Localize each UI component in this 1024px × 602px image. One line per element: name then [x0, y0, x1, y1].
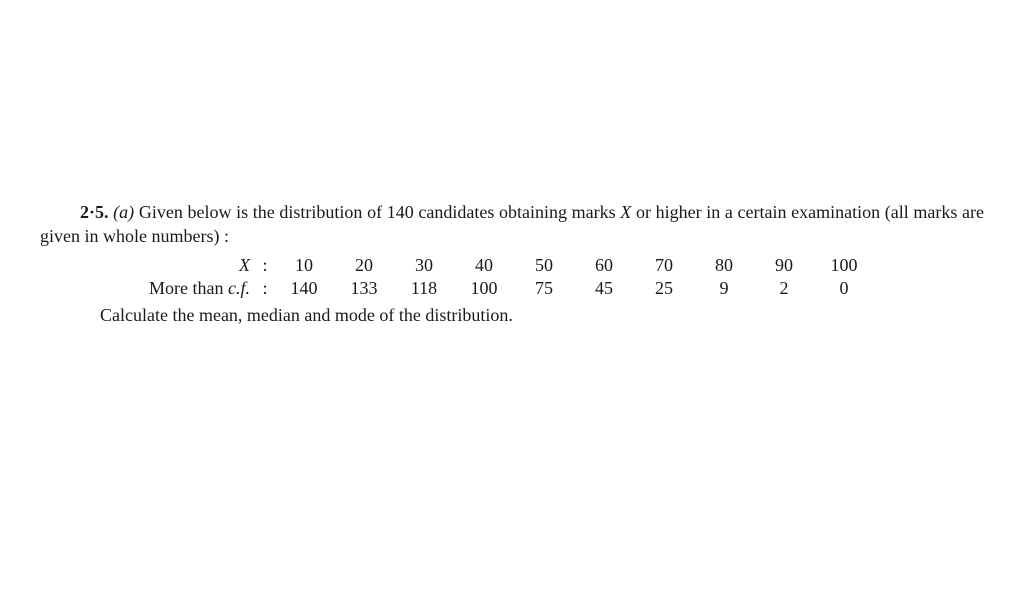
- cf-cell: 100: [454, 278, 514, 299]
- table-row: More than c.f. : 140 133 118 100 75 45 2…: [100, 278, 984, 299]
- cf-cell: 25: [634, 278, 694, 299]
- row-label-x: X: [100, 255, 256, 276]
- x-cell: 60: [574, 255, 634, 276]
- x-cell: 40: [454, 255, 514, 276]
- instruction-text: Calculate the mean, median and mode of t…: [100, 305, 984, 326]
- cf-cell: 0: [814, 278, 874, 299]
- row-separator: :: [256, 255, 274, 276]
- cf-cell: 118: [394, 278, 454, 299]
- x-cell: 100: [814, 255, 874, 276]
- cf-cell: 45: [574, 278, 634, 299]
- cf-cell: 140: [274, 278, 334, 299]
- x-cell: 70: [634, 255, 694, 276]
- cf-values-row: 140 133 118 100 75 45 25 9 2 0: [274, 278, 874, 299]
- problem-part: (a): [113, 202, 134, 222]
- problem-number: 2·5.: [40, 202, 109, 222]
- row-label-cf: More than c.f.: [100, 278, 256, 299]
- x-cell: 30: [394, 255, 454, 276]
- problem-statement: 2·5. (a) Given below is the distribution…: [40, 200, 984, 249]
- cf-cell: 75: [514, 278, 574, 299]
- variable-x: X: [620, 202, 631, 222]
- x-cell: 90: [754, 255, 814, 276]
- data-table: X : 10 20 30 40 50 60 70 80 90 100 More …: [100, 255, 984, 299]
- x-cell: 50: [514, 255, 574, 276]
- page: 2·5. (a) Given below is the distribution…: [0, 0, 1024, 602]
- problem-text-1: Given below is the distribution of 140 c…: [139, 202, 616, 222]
- cf-cell: 9: [694, 278, 754, 299]
- x-cell: 20: [334, 255, 394, 276]
- row-separator: :: [256, 278, 274, 299]
- row-label-cf-text: c.f.: [228, 278, 250, 298]
- x-cell: 80: [694, 255, 754, 276]
- row-label-x-text: X: [239, 255, 250, 275]
- x-cell: 10: [274, 255, 334, 276]
- x-values-row: 10 20 30 40 50 60 70 80 90 100: [274, 255, 874, 276]
- row-label-cf-prefix: More than: [149, 278, 228, 298]
- table-row: X : 10 20 30 40 50 60 70 80 90 100: [100, 255, 984, 276]
- cf-cell: 2: [754, 278, 814, 299]
- cf-cell: 133: [334, 278, 394, 299]
